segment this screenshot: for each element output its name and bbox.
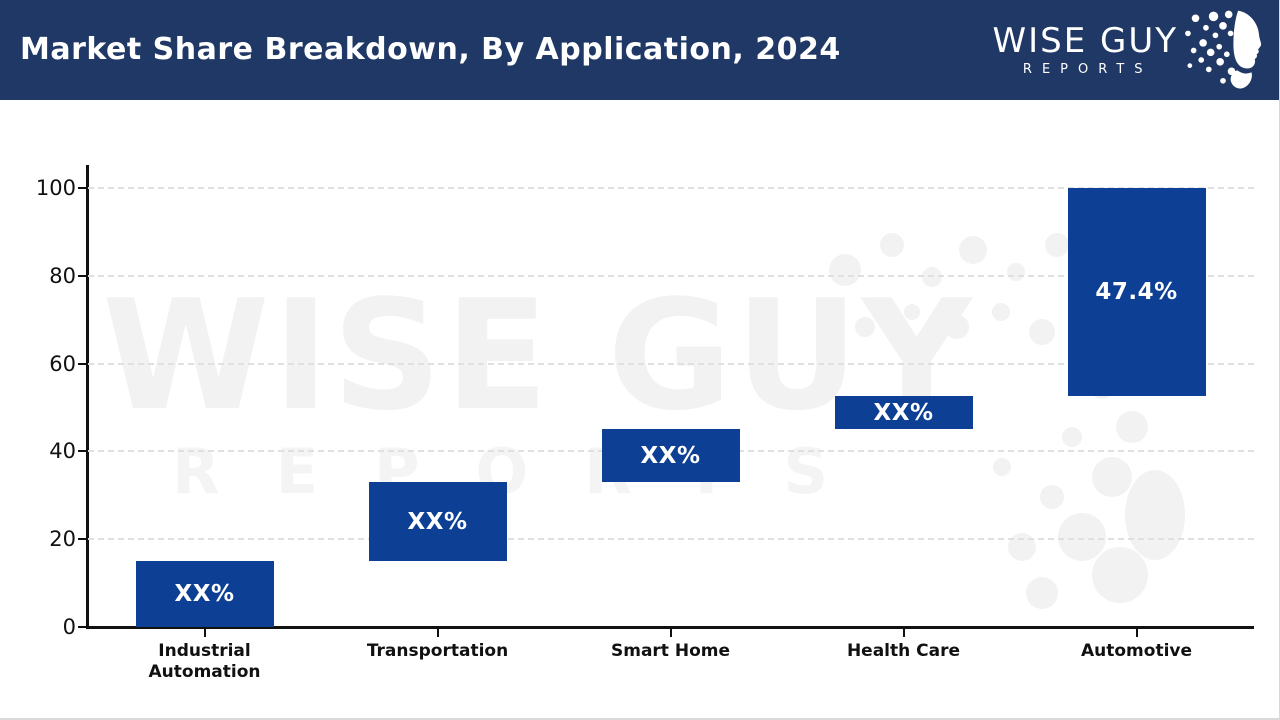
logo-wordmark: WISE GUY — [992, 21, 1178, 61]
y-tick-label-80: 80 — [49, 263, 76, 288]
gridline-80 — [88, 274, 1254, 277]
watermark-wordmark: WISE GUY — [102, 267, 975, 444]
x-tick-transportation — [436, 629, 439, 637]
bar-automotive: 47.4% — [1067, 188, 1206, 397]
wise-guy-reports-logo: WISE GUY REPORTS — [992, 0, 1266, 100]
y-tick-label-20: 20 — [49, 527, 76, 552]
y-tick-label-0: 0 — [62, 615, 76, 639]
y-axis-line — [86, 165, 89, 629]
y-tick-100 — [78, 187, 86, 189]
x-category-label-line: Health Care — [846, 641, 961, 661]
bar-transportation: XX% — [368, 482, 507, 562]
bar-health-care: XX% — [834, 396, 973, 430]
y-tick-80 — [78, 274, 86, 277]
gridline-60 — [88, 362, 1254, 365]
logo-text: WISE GUY REPORTS — [992, 23, 1178, 77]
bar-value-label-smart-home: XX% — [640, 442, 701, 469]
bar-smart-home: XX% — [601, 429, 740, 483]
gridline-20 — [88, 538, 1254, 541]
x-tick-automotive — [1135, 629, 1138, 637]
x-category-label-line: Transportation — [366, 641, 509, 661]
x-category-label-line: Smart Home — [610, 641, 730, 661]
bar-value-label-transportation: XX% — [407, 508, 468, 535]
x-axis-line — [86, 626, 1254, 629]
x-category-label-line: Automation — [148, 662, 261, 682]
x-category-label-industrial-automation: Industrial Automation — [88, 641, 322, 683]
bar-value-label-industrial-automation: XX% — [174, 581, 235, 608]
gridline-100 — [88, 187, 1254, 189]
page-title: Market Share Breakdown, By Application, … — [20, 32, 841, 67]
y-tick-label-100: 100 — [35, 176, 76, 200]
x-tick-health-care — [902, 629, 905, 637]
x-tick-industrial-automation — [203, 629, 206, 637]
bar-value-label-health-care: XX% — [873, 399, 934, 426]
logo-face-icon — [1185, 10, 1262, 89]
x-category-label-line: Industrial — [158, 641, 251, 661]
y-tick-20 — [78, 538, 86, 541]
x-category-label-health-care: Health Care — [787, 641, 1021, 662]
y-tick-label-40: 40 — [49, 439, 76, 464]
y-tick-60 — [78, 362, 86, 365]
x-category-label-smart-home: Smart Home — [554, 641, 788, 662]
x-category-label-line: Automotive — [1080, 641, 1193, 661]
x-tick-smart-home — [669, 629, 672, 637]
bar-value-label-automotive: 47.4% — [1095, 279, 1178, 306]
watermark-face-dots — [829, 233, 1185, 609]
header-bar: Market Share Breakdown, By Application, … — [0, 0, 1279, 100]
bar-industrial-automation: XX% — [135, 561, 274, 627]
y-tick-40 — [78, 450, 86, 453]
y-tick-label-60: 60 — [49, 351, 76, 376]
x-category-label-automotive: Automotive — [1020, 641, 1254, 662]
logo-subtitle: REPORTS — [1022, 62, 1153, 77]
y-tick-0 — [78, 626, 86, 628]
x-category-label-transportation: Transportation — [321, 641, 555, 662]
